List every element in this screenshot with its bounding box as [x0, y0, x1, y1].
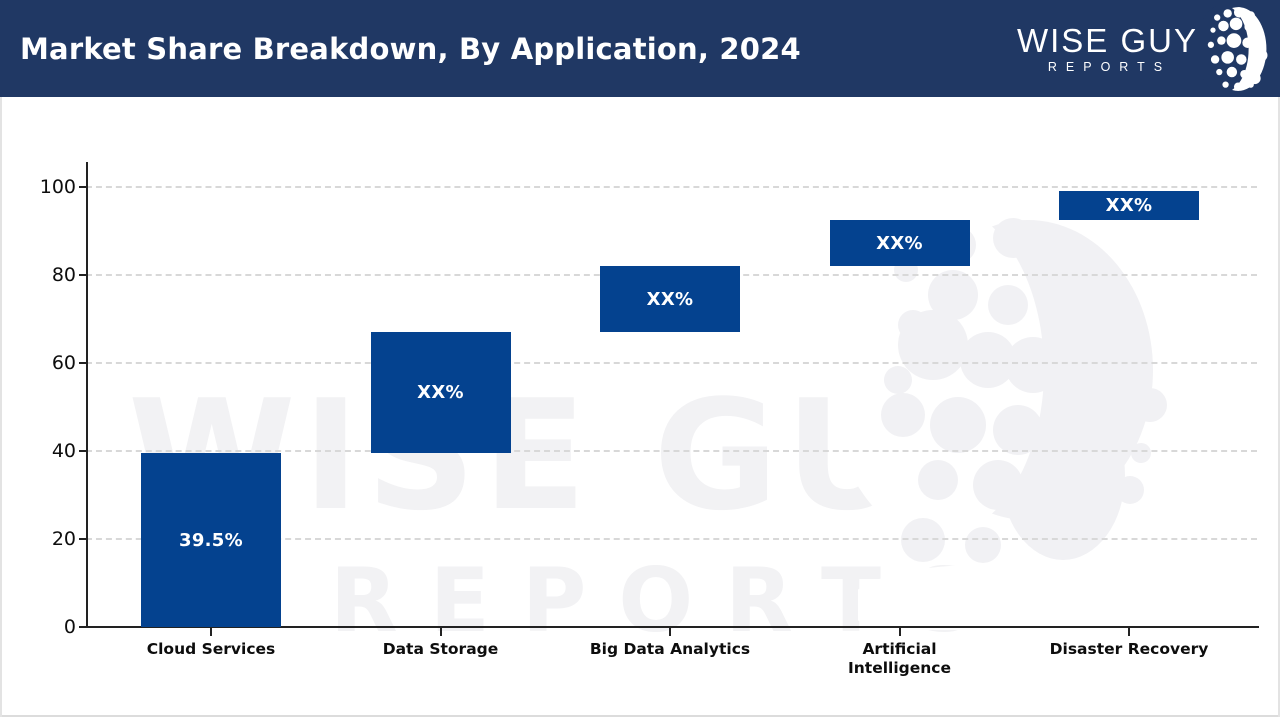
x-tick-4	[1128, 628, 1130, 636]
dotted-head-logo-icon	[1202, 4, 1268, 93]
logo-subtext: REPORTS	[1047, 59, 1172, 74]
bar-data-storage: XX%	[370, 332, 511, 454]
x-tick-2	[669, 628, 671, 636]
y-tick-60	[79, 362, 87, 364]
bar-big-data-analytics: XX%	[600, 266, 740, 333]
logo-text: WISE GUY REPORTS	[1017, 24, 1198, 74]
y-tick-0	[79, 626, 87, 628]
x-axis-line	[86, 626, 1259, 628]
logo-wordmark: WISE GUY	[1016, 21, 1198, 59]
bar-value-label: XX%	[646, 288, 694, 310]
bar-artificial-intelligence: XX%	[829, 220, 970, 267]
gridline-40	[86, 450, 1257, 452]
gridline-60	[86, 362, 1257, 364]
bar-value-label: XX%	[417, 382, 464, 404]
y-tick-label-0: 0	[63, 616, 76, 638]
bar-value-label: XX%	[876, 232, 923, 254]
y-tick-label-80: 80	[51, 264, 76, 286]
wise-guy-reports-logo: WISE GUY REPORTS	[1017, 4, 1268, 93]
category-label-1: Data Storage	[382, 640, 499, 658]
y-tick-80	[79, 274, 87, 276]
category-label-0: Cloud Services	[146, 640, 276, 658]
y-axis-line	[86, 162, 88, 628]
bar-value-label: XX%	[1105, 195, 1153, 217]
y-tick-100	[79, 186, 87, 188]
bar-value-label: 39.5%	[179, 529, 243, 551]
y-tick-label-40: 40	[51, 440, 76, 462]
gridline-100	[86, 186, 1257, 188]
x-tick-0	[210, 628, 212, 636]
watermark-head-icon	[858, 210, 1167, 630]
bar-cloud-services: 39.5%	[141, 453, 281, 627]
frame-bottom-line	[0, 715, 1280, 717]
x-tick-3	[898, 628, 901, 636]
category-label-2: Big Data Analytics	[589, 640, 751, 658]
category-label-4: Disaster Recovery	[1049, 640, 1209, 658]
frame-right-line	[1278, 97, 1280, 717]
x-tick-1	[439, 628, 442, 636]
y-tick-label-20: 20	[51, 528, 76, 550]
y-tick-label-60: 60	[51, 352, 76, 374]
y-tick-label-100: 100	[39, 176, 76, 198]
y-tick-40	[79, 450, 87, 452]
category-label-3: Artificial Intelligence	[847, 640, 951, 678]
page-title: Market Share Breakdown, By Application, …	[20, 31, 801, 66]
gridline-20	[86, 538, 1257, 540]
header-bar: Market Share Breakdown, By Application, …	[0, 0, 1280, 97]
bar-disaster-recovery: XX%	[1059, 191, 1199, 220]
frame-left-line	[0, 97, 2, 717]
y-tick-20	[79, 538, 87, 540]
